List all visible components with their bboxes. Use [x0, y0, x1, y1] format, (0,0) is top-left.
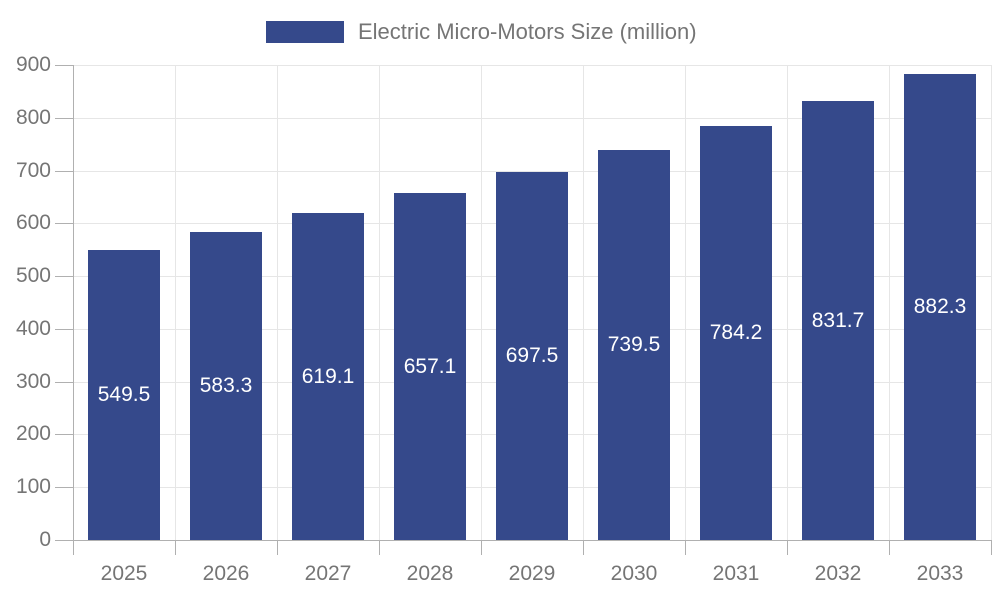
legend: Electric Micro-Motors Size (million): [266, 19, 697, 44]
bar-value-label: 549.5: [97, 382, 151, 406]
y-tick: [55, 328, 73, 330]
gridline-v: [277, 65, 278, 540]
x-tick-label: 2029: [508, 562, 556, 585]
gridline-v: [685, 65, 686, 540]
y-tick: [55, 170, 73, 172]
x-axis: [73, 540, 991, 541]
y-tick-label: 200: [15, 422, 51, 446]
bar-value-label: 697.5: [505, 343, 559, 367]
gridline-v: [787, 65, 788, 540]
x-tick: [379, 540, 380, 555]
y-tick-label: 100: [15, 475, 51, 499]
y-tick-label: 800: [15, 105, 51, 129]
y-tick-label: 900: [15, 53, 51, 76]
x-tick: [277, 540, 278, 555]
x-tick: [175, 540, 176, 555]
y-tick: [55, 540, 73, 541]
y-tick: [55, 117, 73, 119]
y-tick: [55, 223, 73, 225]
bar: [394, 193, 466, 540]
bar: [700, 126, 772, 540]
y-tick-label: 500: [15, 264, 51, 288]
gridline-v: [583, 65, 584, 540]
x-tick: [583, 540, 584, 555]
gridline-v: [175, 65, 176, 540]
plot-area: 549.5 583.3 619.1 657.1 697.5 739.5 784.2 831.7…: [73, 65, 992, 540]
y-tick: [55, 434, 73, 436]
bar: [802, 101, 874, 540]
x-tick: [685, 540, 686, 555]
x-tick: [481, 540, 482, 555]
x-tick-label: 2032: [814, 562, 862, 585]
bar-value-label: 583.3: [199, 374, 253, 398]
bar: [904, 74, 976, 540]
y-tick-label: 700: [15, 158, 51, 182]
x-tick-label: 2026: [202, 562, 250, 585]
bar: [496, 171, 568, 540]
legend-swatch: [266, 21, 344, 43]
x-tick-label: 2025: [100, 562, 148, 585]
gridline-v: [991, 65, 992, 540]
gridline-h: [73, 117, 991, 119]
x-tick-label: 2031: [712, 562, 760, 585]
gridline-v: [889, 65, 890, 540]
bar-value-label: 739.5: [607, 332, 661, 356]
bar-value-label: 882.3: [913, 295, 967, 319]
y-tick-label: 600: [15, 211, 51, 235]
y-tick: [55, 381, 73, 383]
y-tick: [55, 487, 73, 489]
bar: [292, 213, 364, 540]
bar: [190, 232, 262, 540]
gridline-h: [73, 65, 991, 66]
gridline-v: [379, 65, 380, 540]
x-tick-label: 2027: [304, 562, 352, 585]
legend-label: Electric Micro-Motors Size (million): [358, 19, 697, 44]
y-axis: [73, 65, 74, 555]
y-tick-label: 400: [15, 316, 51, 340]
bar-value-label: 831.7: [811, 308, 865, 332]
y-tick-label: 0: [39, 528, 51, 551]
bar-value-label: 619.1: [301, 364, 355, 388]
y-tick-label: 300: [15, 369, 51, 393]
gridline-v: [481, 65, 482, 540]
x-tick: [787, 540, 788, 555]
bar: [598, 149, 670, 540]
y-tick: [55, 65, 73, 66]
bar-value-label: 784.2: [709, 321, 763, 345]
y-tick: [55, 276, 73, 278]
x-tick: [889, 540, 890, 555]
x-tick-label: 2028: [406, 562, 454, 585]
bar-value-label: 657.1: [403, 354, 457, 378]
bar: [88, 249, 160, 540]
x-tick: [991, 540, 992, 555]
gridline-h: [73, 170, 991, 172]
x-tick-label: 2033: [916, 562, 964, 585]
x-tick-label: 2030: [610, 562, 658, 585]
